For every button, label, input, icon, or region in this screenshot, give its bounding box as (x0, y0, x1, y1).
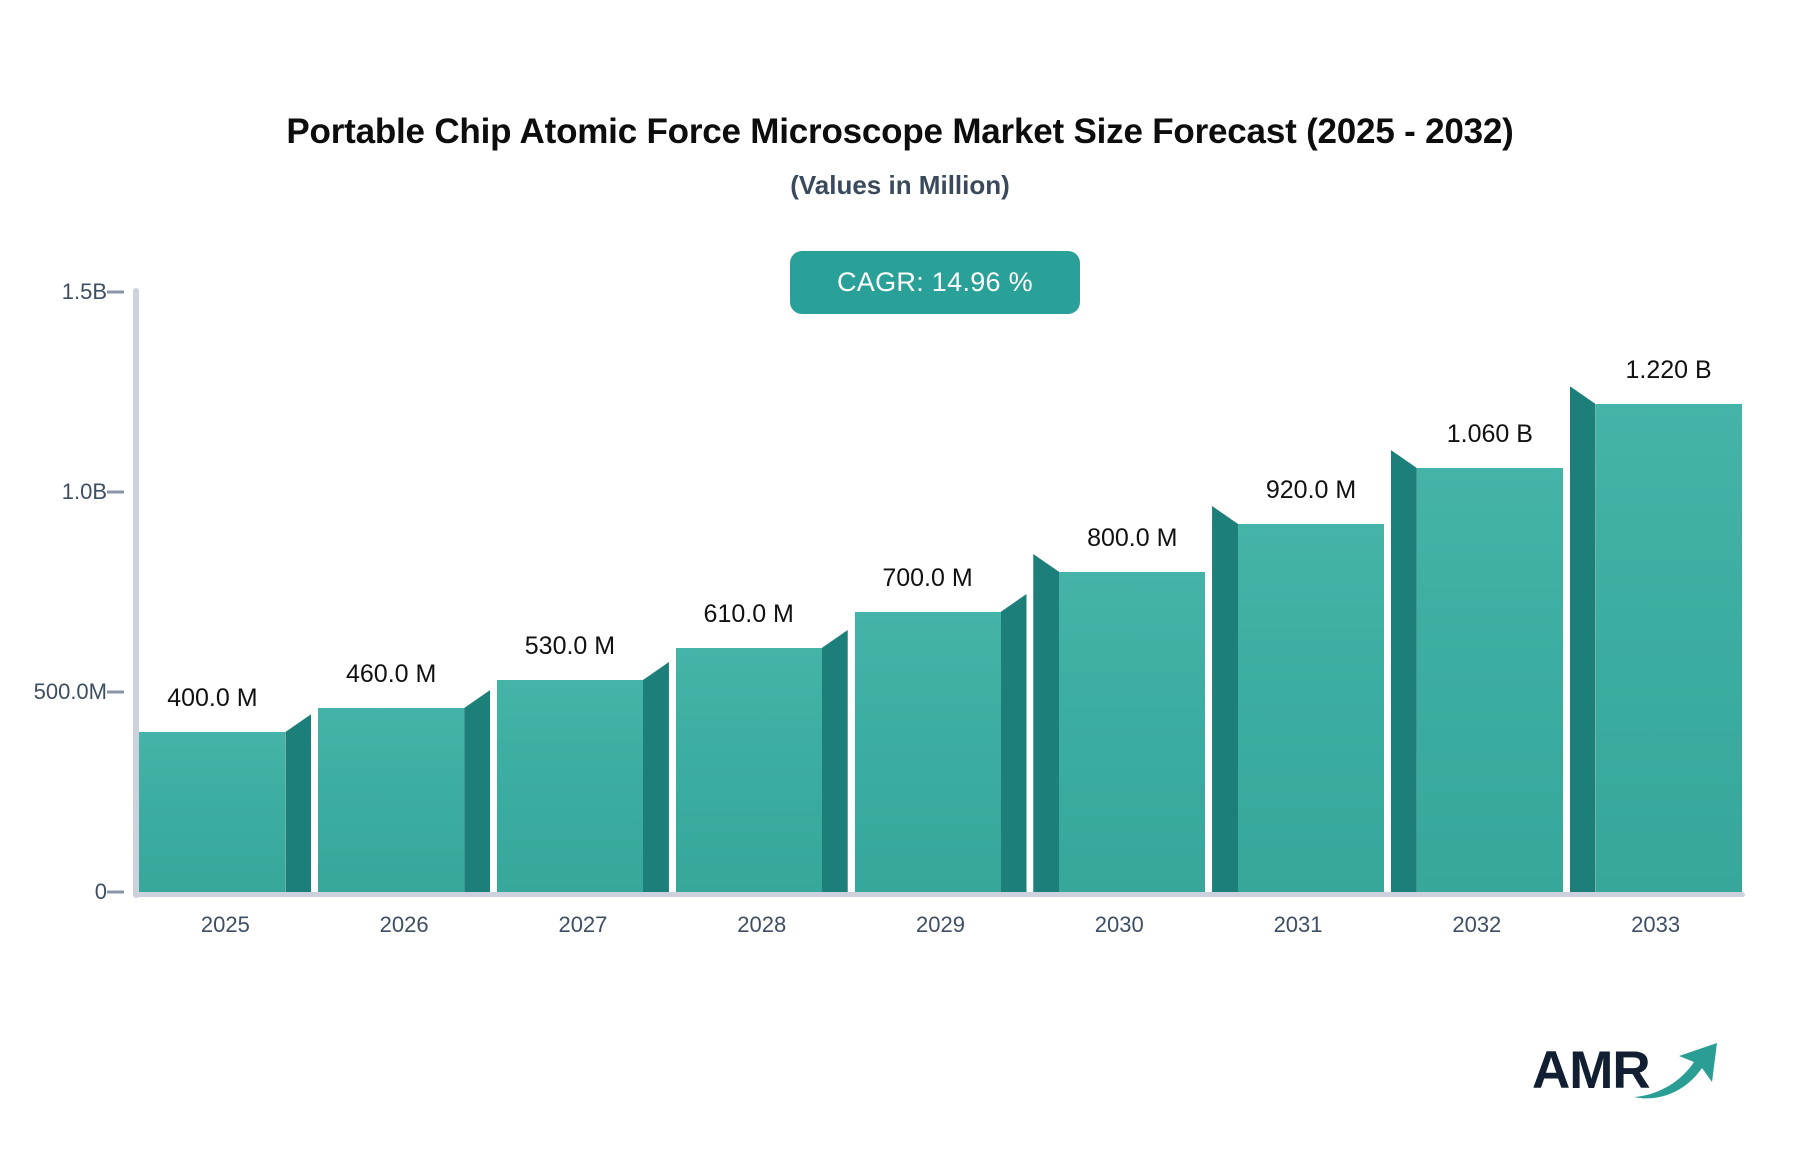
x-axis-tick-label: 2025 (200, 912, 250, 937)
bar-side-face (821, 630, 848, 892)
x-axis-tick-label: 2029 (916, 912, 965, 937)
x-axis-line (133, 892, 1745, 897)
bar-front-face (854, 612, 1001, 892)
bar-value-label: 610.0 M (703, 600, 794, 628)
bar-value-label: 1.060 B (1446, 420, 1533, 448)
bar-front-face (139, 732, 286, 892)
x-axis-tick-label: 2030 (1094, 912, 1144, 937)
x-axis-tick-label: 2032 (1452, 912, 1502, 937)
bar-side-face (642, 662, 669, 892)
y-axis-tick-mark (107, 890, 124, 894)
y-axis-line (133, 288, 139, 898)
chart-title: Portable Chip Atomic Force Microscope Ma… (286, 112, 1514, 151)
bar-front-face (1595, 404, 1742, 892)
y-axis-tick-mark (107, 290, 124, 294)
chart-subtitle: (Values in Million) (790, 170, 1010, 200)
y-axis-tick-mark (107, 490, 124, 494)
bar-value-label: 460.0 M (345, 660, 437, 688)
x-axis-tick-label: 2028 (737, 912, 787, 937)
bar-value-label: 920.0 M (1265, 476, 1357, 504)
x-axis-tick-label: 2033 (1631, 912, 1681, 937)
cagr-badge: CAGR: 14.96 % (790, 251, 1080, 314)
bar-front-face (496, 680, 643, 892)
x-axis-tick-label: 2027 (558, 912, 608, 937)
amr-logo-text: AMR (1532, 1041, 1651, 1100)
x-axis-tick-label: 2031 (1273, 912, 1323, 937)
bar-front-face (1059, 572, 1206, 892)
y-axis-tick-label: 0 (94, 879, 107, 904)
bar-value-label: 1.220 B (1625, 356, 1712, 384)
bar-front-face (1416, 468, 1563, 892)
bar-value-label: 700.0 M (882, 564, 973, 592)
amr-logo: AMR (1532, 1040, 1722, 1106)
growth-arrow-icon (1634, 1043, 1717, 1099)
bar-value-label: 530.0 M (524, 632, 616, 660)
cagr-badge-label: CAGR: 14.96 % (837, 267, 1033, 297)
bar-side-face (1033, 554, 1060, 892)
y-axis-tick-label: 1.0B (61, 479, 107, 504)
bar-side-face (1000, 594, 1027, 892)
y-axis-tick-label: 500.0M (33, 679, 107, 704)
bar-front-face (1238, 524, 1385, 892)
y-axis-tick-label: 1.5B (61, 279, 107, 304)
bar-front-face (318, 708, 465, 892)
bar-side-face (464, 690, 491, 892)
bar-side-face (1212, 506, 1239, 892)
y-axis-tick-mark (107, 690, 124, 694)
bar-side-face (1390, 450, 1417, 892)
bar-value-label: 800.0 M (1087, 524, 1178, 552)
bar-side-face (285, 714, 312, 892)
x-axis-tick-label: 2026 (379, 912, 429, 937)
bar-front-face (675, 648, 822, 892)
bar-side-face (1569, 386, 1596, 892)
